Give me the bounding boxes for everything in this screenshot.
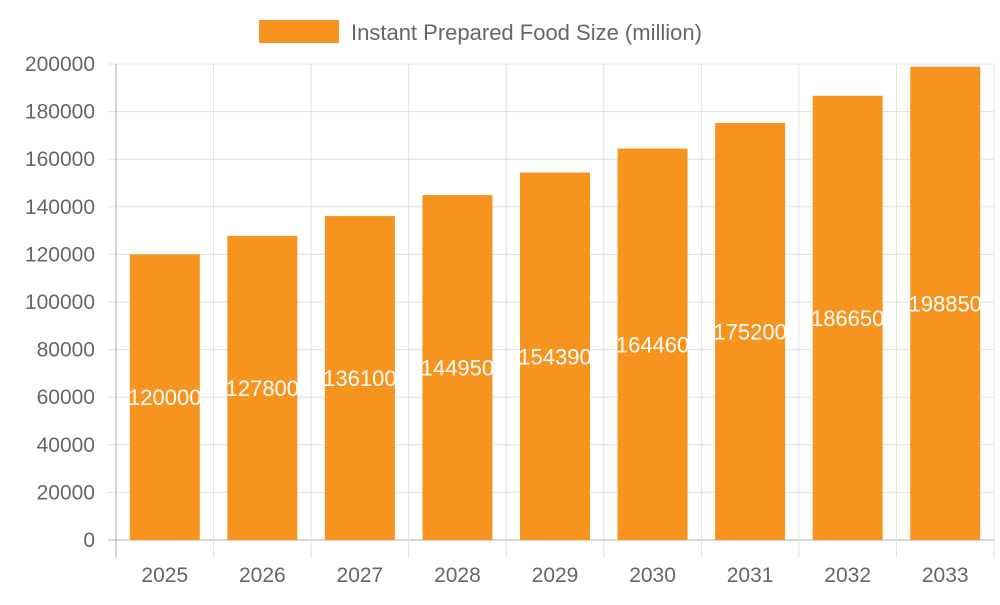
- bar: [812, 95, 883, 540]
- data-label: 186650: [811, 306, 884, 331]
- data-label: 164460: [616, 332, 689, 357]
- x-tick-label: 2025: [141, 564, 188, 587]
- bar: [520, 172, 590, 540]
- y-tick-label: 180000: [25, 101, 95, 124]
- x-tick-label: 2033: [922, 564, 969, 587]
- y-tick-label: 20000: [37, 481, 95, 504]
- y-tick-label: 60000: [37, 386, 95, 409]
- x-tick-label: 2032: [824, 564, 871, 587]
- y-tick-label: 120000: [25, 243, 95, 266]
- bars: [129, 66, 981, 541]
- data-label: 175200: [713, 320, 786, 345]
- data-label: 154390: [518, 344, 591, 369]
- y-tick-label: 140000: [25, 196, 95, 219]
- x-tick-label: 2026: [239, 564, 286, 587]
- bar: [129, 254, 200, 540]
- y-tick-label: 100000: [25, 291, 95, 314]
- legend-swatch: [259, 20, 339, 43]
- bar: [715, 123, 786, 541]
- x-tick-label: 2027: [337, 564, 384, 587]
- y-tick-label: 200000: [25, 53, 95, 76]
- data-label: 144950: [421, 356, 494, 381]
- x-tick-label: 2030: [629, 564, 676, 587]
- data-label: 136100: [323, 366, 396, 391]
- y-tick-label: 80000: [37, 339, 95, 362]
- data-label: 120000: [128, 385, 201, 410]
- x-tick-label: 2028: [434, 564, 481, 587]
- y-tick-label: 160000: [25, 148, 95, 171]
- y-tick-label: 40000: [37, 434, 95, 457]
- x-tick-label: 2031: [727, 564, 774, 587]
- y-tick-label: 0: [83, 529, 95, 552]
- bar: [324, 216, 395, 540]
- bar: [227, 235, 298, 540]
- y-axis: 0 20000 40000 60000 80000 100000 120000 140000 1…: [25, 53, 95, 552]
- data-labels: 120000 127800 136100 144950 154390 164460 1752…: [128, 291, 982, 410]
- x-tick-label: 2029: [532, 564, 579, 587]
- legend-label: Instant Prepared Food Size (million): [351, 20, 702, 45]
- legend[interactable]: Instant Prepared Food Size (million): [259, 20, 702, 45]
- bar: [910, 66, 981, 540]
- data-label: 198850: [909, 291, 982, 316]
- bar: [617, 148, 688, 540]
- x-axis: 2025 2026 2027 2028 2029 2030 2031 2032 2033: [141, 564, 968, 587]
- data-label: 127800: [226, 376, 299, 401]
- bar: [422, 195, 493, 541]
